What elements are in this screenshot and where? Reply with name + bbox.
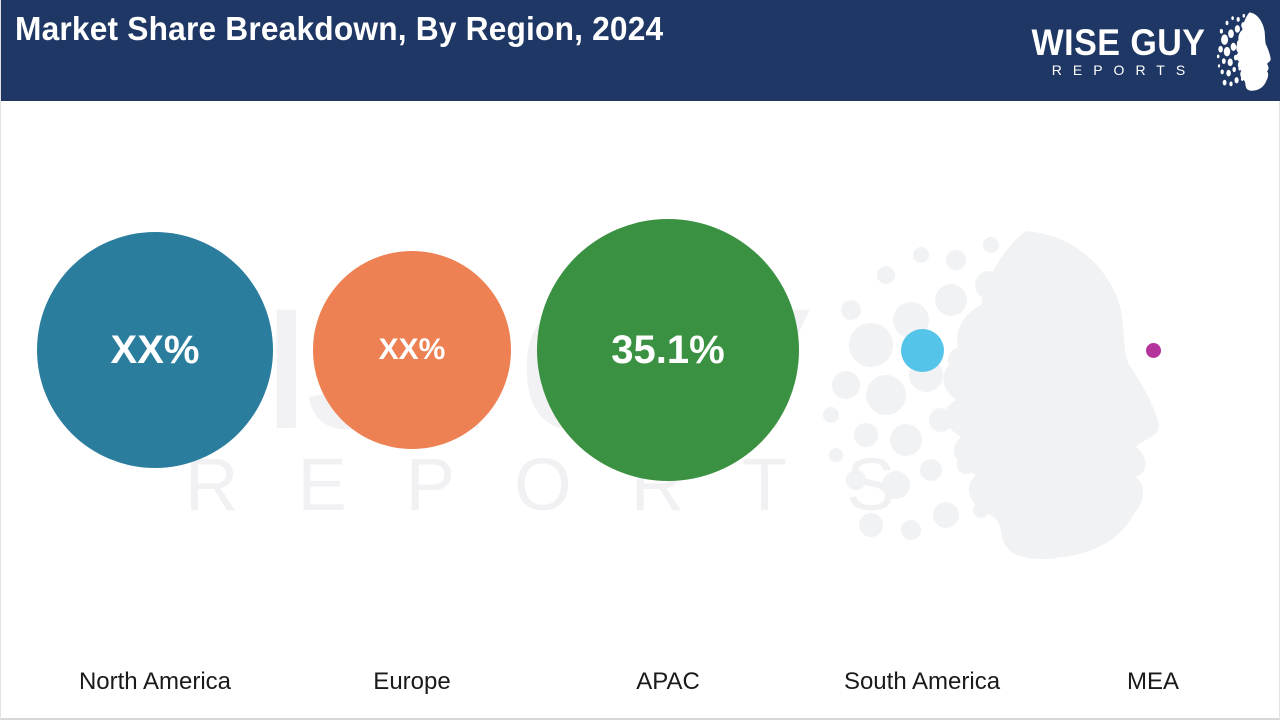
watermark-tagline: REPORTS bbox=[185, 443, 955, 526]
bubble-north-america: XX% bbox=[37, 232, 273, 468]
brand-tagline: REPORTS bbox=[1051, 61, 1197, 78]
bubble-value-label: 35.1% bbox=[611, 327, 725, 372]
brand-logo-text: WISE GUY REPORTS bbox=[1024, 21, 1213, 78]
watermark-head-logo bbox=[811, 225, 1161, 560]
region-label-north-america: North America bbox=[78, 668, 232, 695]
header-bar: Market Share Breakdown, By Region, 2024 … bbox=[1, 0, 1280, 101]
brand-name: WISE GUY bbox=[1031, 21, 1206, 63]
page-title: Market Share Breakdown, By Region, 2024 bbox=[15, 10, 664, 47]
brand-logo: WISE GUY REPORTS bbox=[1024, 5, 1271, 97]
bubble-europe: XX% bbox=[313, 251, 511, 449]
bubble-mea bbox=[1145, 342, 1161, 358]
bubble-value-label: XX% bbox=[110, 327, 200, 372]
bubble-apac: 35.1% bbox=[537, 219, 799, 481]
region-label-south-america: South America bbox=[843, 668, 1001, 695]
region-label-apac: APAC bbox=[636, 668, 700, 695]
region-label-europe: Europe bbox=[373, 668, 451, 695]
region-label-mea: MEA bbox=[1126, 668, 1180, 695]
brand-head-icon bbox=[1215, 11, 1271, 91]
bubble-south-america bbox=[900, 328, 944, 372]
bubble-value-label: XX% bbox=[378, 333, 446, 366]
